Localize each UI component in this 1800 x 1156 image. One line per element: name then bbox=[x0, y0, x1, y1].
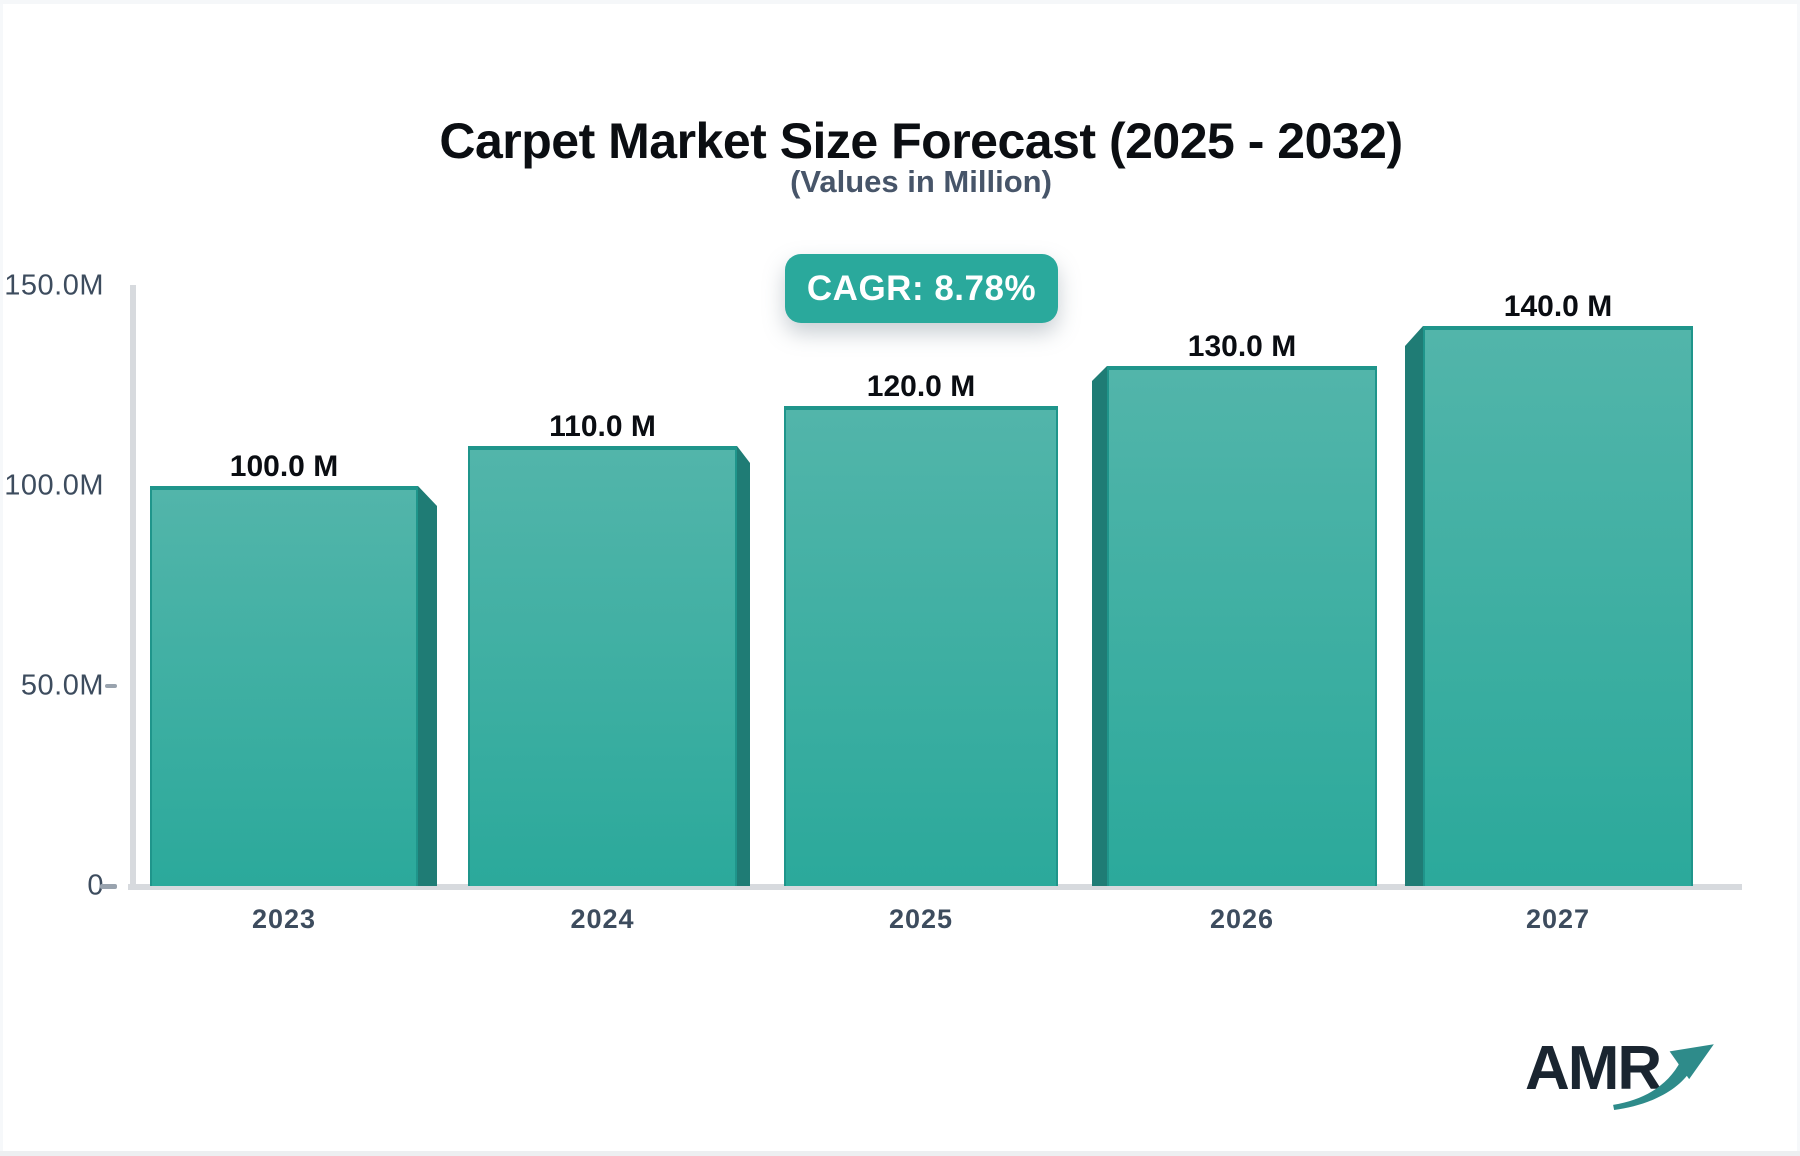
y-tick-mark bbox=[100, 883, 117, 889]
bar-2025 bbox=[784, 406, 1058, 886]
x-tick-label-2023: 2023 bbox=[251, 904, 317, 934]
y-tick-mark bbox=[105, 684, 117, 688]
y-tick-label-0: 0 bbox=[87, 869, 104, 902]
x-tick-label-2027: 2027 bbox=[1525, 904, 1591, 934]
bar-2024 bbox=[468, 446, 737, 886]
y-tick-label-50.0M: 50.0M bbox=[20, 669, 104, 702]
amr-logo: AMR bbox=[1525, 1038, 1725, 1118]
chart-subtitle: (Values in Million) bbox=[790, 164, 1052, 199]
x-tick-label-2025: 2025 bbox=[888, 904, 954, 934]
logo-arrow-icon bbox=[1613, 1044, 1714, 1110]
bar-value-label-2026: 130.0 M bbox=[1187, 330, 1297, 363]
bar-side-face-2027 bbox=[1405, 326, 1423, 886]
chart-title: Carpet Market Size Forecast (2025 - 2032… bbox=[439, 113, 1403, 169]
x-tick-label-2026: 2026 bbox=[1209, 904, 1275, 934]
x-axis-baseline bbox=[128, 884, 1742, 890]
bar-value-label-2023: 100.0 M bbox=[229, 450, 339, 483]
bar-side-face-2026 bbox=[1092, 366, 1107, 886]
bar-value-label-2025: 120.0 M bbox=[866, 370, 976, 403]
bar-value-label-2024: 110.0 M bbox=[549, 410, 656, 443]
cagr-badge-label: CAGR: 8.78% bbox=[806, 268, 1037, 308]
bar-2027 bbox=[1423, 326, 1693, 886]
y-axis-line bbox=[130, 285, 136, 890]
amr-logo-text: AMR bbox=[1525, 1034, 1662, 1103]
bar-value-label-2027: 140.0 M bbox=[1503, 290, 1613, 323]
bar-2026 bbox=[1107, 366, 1377, 886]
y-tick-label-150.0M: 150.0M bbox=[4, 269, 104, 302]
x-tick-label-2024: 2024 bbox=[570, 904, 635, 934]
bar-side-face-2024 bbox=[737, 446, 750, 886]
y-tick-label-100.0M: 100.0M bbox=[4, 469, 104, 502]
bar-side-face-2023 bbox=[418, 486, 437, 886]
bar-2023 bbox=[150, 486, 418, 886]
cagr-badge: CAGR: 8.78% bbox=[785, 254, 1058, 323]
